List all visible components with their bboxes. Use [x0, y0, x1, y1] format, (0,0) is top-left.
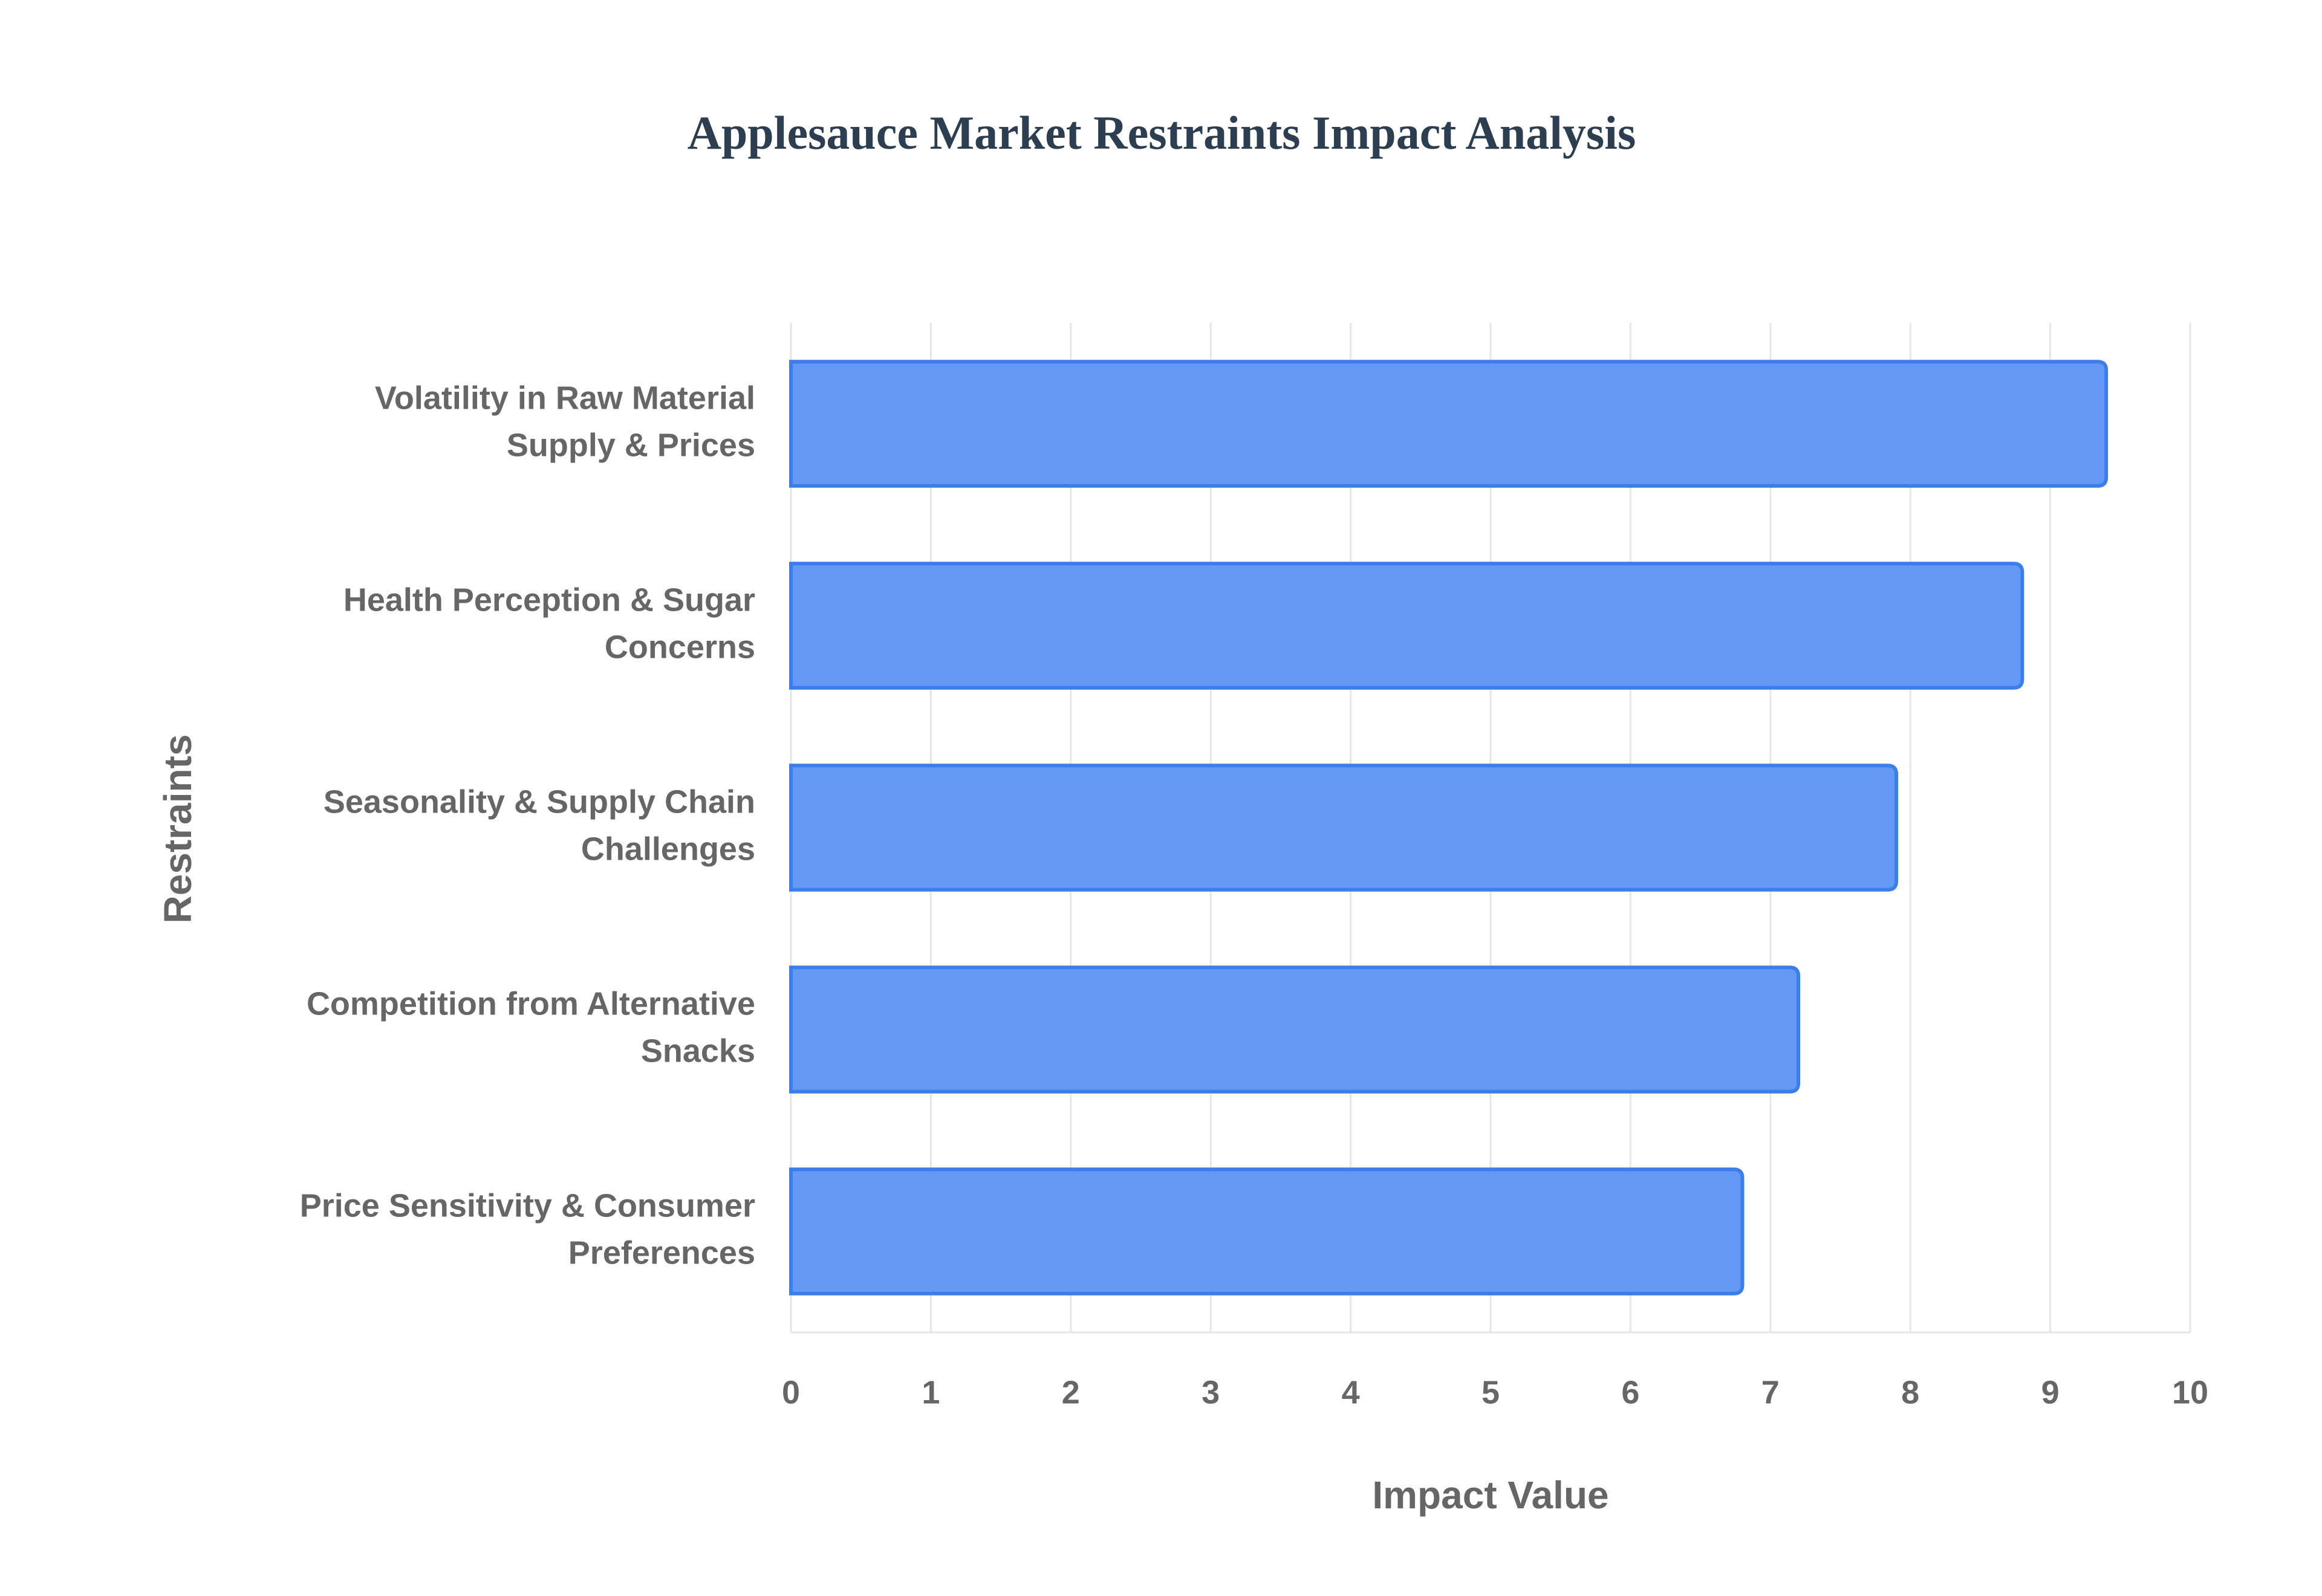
- x-tick-label: 1: [922, 1374, 940, 1410]
- y-axis-title: Restraints: [156, 735, 200, 924]
- y-tick-label: Volatility in Raw Material: [375, 380, 755, 416]
- y-tick-label: Competition from Alternative: [307, 985, 755, 1022]
- x-tick-label: 9: [2041, 1374, 2060, 1410]
- y-tick-label: Seasonality & Supply Chain: [324, 783, 755, 820]
- bar: [789, 360, 2109, 488]
- bar: [789, 1167, 1745, 1296]
- x-tick-label: 5: [1481, 1374, 1500, 1410]
- x-tick-label: 4: [1342, 1374, 1360, 1410]
- y-tick-label: Price Sensitivity & Consumer: [300, 1187, 755, 1224]
- x-tick-label: 7: [1761, 1374, 1780, 1410]
- y-tick-label: Concerns: [605, 629, 755, 665]
- x-tick-label: 3: [1202, 1374, 1220, 1410]
- x-axis-title: Impact Value: [1372, 1473, 1608, 1517]
- y-tick-label: Health Perception & Sugar: [343, 582, 755, 618]
- x-tick-label: 8: [1901, 1374, 1919, 1410]
- x-tick-label: 2: [1062, 1374, 1080, 1410]
- x-tick-label: 6: [1621, 1374, 1639, 1410]
- bar: [789, 764, 1899, 892]
- bar: [789, 965, 1801, 1094]
- x-tick-label: 10: [2172, 1374, 2208, 1410]
- x-tick-label: 0: [782, 1374, 800, 1410]
- chart-title: Applesauce Market Restraints Impact Anal…: [688, 106, 1636, 159]
- y-tick-label: Preferences: [568, 1234, 755, 1271]
- bar: [789, 562, 2024, 690]
- y-tick-label: Supply & Prices: [507, 427, 755, 463]
- y-tick-label: Snacks: [641, 1033, 755, 1069]
- y-tick-label: Challenges: [581, 831, 755, 867]
